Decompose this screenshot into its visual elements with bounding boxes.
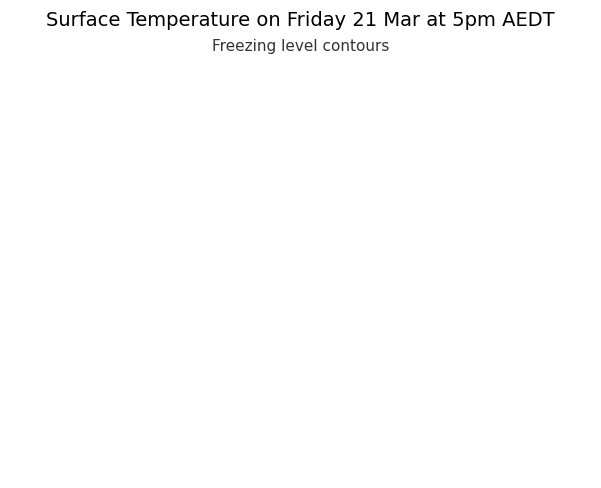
Text: Freezing level contours: Freezing level contours (212, 40, 389, 54)
Text: Surface Temperature on Friday 21 Mar at 5pm AEDT: Surface Temperature on Friday 21 Mar at … (46, 11, 555, 30)
